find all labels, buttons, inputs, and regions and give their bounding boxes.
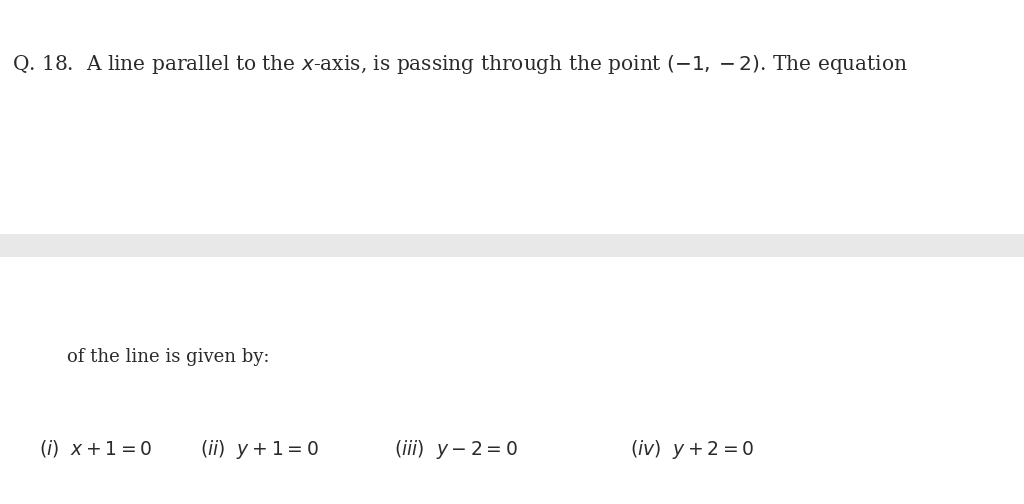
Text: $(i)$  $x + 1 = 0$: $(i)$ $x + 1 = 0$ bbox=[39, 438, 153, 460]
Text: Q. 18.  A line parallel to the $x$-axis, is passing through the point $(-1, -2)$: Q. 18. A line parallel to the $x$-axis, … bbox=[12, 53, 908, 76]
Text: $(iv)$  $y + 2 = 0$: $(iv)$ $y + 2 = 0$ bbox=[630, 438, 755, 462]
Text: $(ii)$  $y + 1 = 0$: $(ii)$ $y + 1 = 0$ bbox=[200, 438, 318, 462]
Text: of the line is given by:: of the line is given by: bbox=[67, 348, 269, 366]
FancyBboxPatch shape bbox=[0, 234, 1024, 257]
Text: $(iii)$  $y - 2 = 0$: $(iii)$ $y - 2 = 0$ bbox=[394, 438, 518, 462]
